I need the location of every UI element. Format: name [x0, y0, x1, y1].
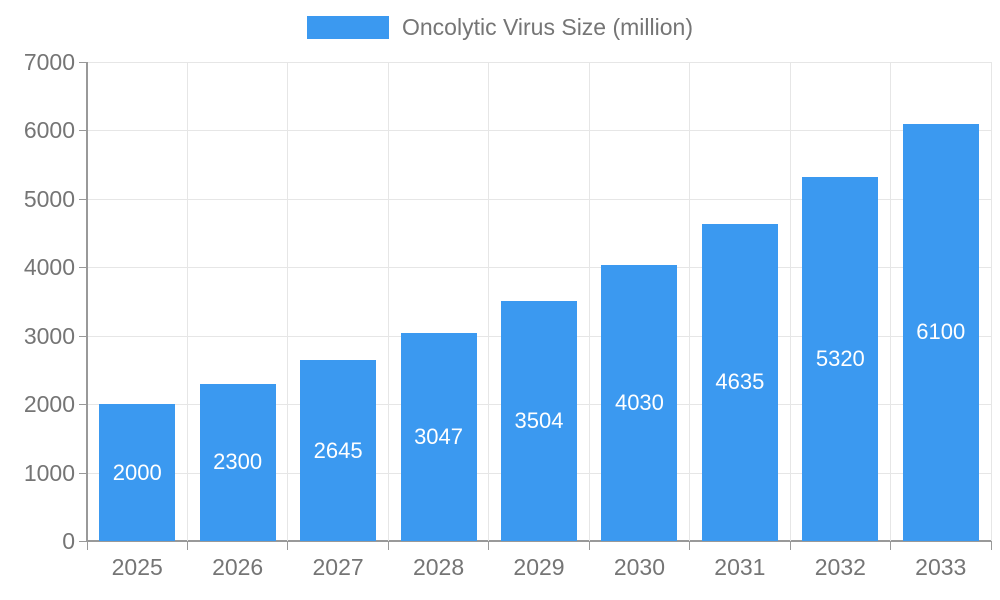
y-tick-label: 7000 [23, 49, 75, 75]
bar-value-label: 2300 [213, 449, 263, 475]
legend-swatch [307, 16, 389, 39]
y-axis-line [86, 62, 88, 541]
y-tick [79, 198, 87, 200]
x-tick-label: 2026 [212, 554, 264, 580]
y-tick-label: 1000 [23, 459, 75, 486]
x-tick-label: 2033 [915, 554, 967, 580]
x-tick-label: 2031 [714, 554, 766, 580]
y-tick-label: 4000 [23, 254, 75, 281]
v-gridline [789, 62, 791, 541]
bar-value-label: 4030 [614, 390, 664, 416]
x-tick-label: 2025 [111, 554, 163, 580]
bar-value-label: 2645 [313, 437, 363, 463]
bar[interactable]: 5320 [802, 176, 879, 541]
x-tick [186, 541, 188, 550]
x-tick-label: 2029 [513, 554, 565, 580]
x-tick-label: 2027 [312, 554, 364, 580]
x-tick-label: 2032 [814, 554, 866, 580]
y-tick-label: 6000 [23, 117, 75, 144]
bar-value-label: 3047 [414, 423, 464, 449]
bar[interactable]: 2300 [199, 383, 276, 541]
bar-value-label: 2000 [112, 459, 162, 485]
legend-label: Oncolytic Virus Size (million) [402, 14, 693, 40]
bar-value-label: 6100 [916, 319, 966, 345]
y-tick-label: 2000 [23, 391, 75, 418]
x-tick [287, 541, 289, 550]
y-tick [79, 267, 87, 269]
bar[interactable]: 4635 [701, 223, 778, 541]
x-tick [86, 541, 88, 550]
y-tick [79, 541, 87, 542]
y-tick [79, 130, 87, 132]
plot-area: 2000 2300 2645 3047 3504 4030 4635 5320 6100 [79, 62, 992, 550]
v-gridline [387, 62, 389, 541]
bar[interactable]: 2000 [99, 404, 176, 541]
y-tick-label: 0 [62, 528, 75, 554]
bar[interactable]: 4030 [601, 265, 678, 541]
bar-value-label: 3504 [514, 408, 564, 434]
bar[interactable]: 3504 [501, 301, 577, 541]
v-gridline [488, 62, 490, 541]
bar-value-label: 5320 [815, 345, 865, 371]
y-tick-label: 3000 [23, 322, 75, 349]
h-gridline [87, 62, 991, 63]
bar-value-label: 4635 [715, 369, 765, 395]
y-tick [79, 472, 87, 474]
y-tick [79, 335, 87, 337]
x-tick-label: 2028 [412, 554, 465, 580]
x-tick [890, 541, 892, 550]
bar[interactable]: 2645 [300, 360, 377, 541]
bar[interactable]: 6100 [902, 123, 979, 541]
x-tick [789, 541, 791, 550]
v-gridline [689, 62, 691, 541]
y-tick-label: 5000 [23, 185, 75, 212]
bar[interactable]: 3047 [400, 332, 477, 541]
v-gridline [186, 62, 188, 541]
v-gridline [588, 62, 590, 541]
h-gridline [87, 198, 991, 200]
x-tick-label: 2030 [613, 554, 666, 580]
legend[interactable]: Oncolytic Virus Size (million) [0, 16, 1000, 39]
h-gridline [87, 130, 991, 132]
x-tick [488, 541, 490, 550]
v-gridline [890, 62, 892, 541]
v-gridline [990, 62, 992, 541]
x-tick [689, 541, 691, 550]
x-tick [990, 541, 992, 550]
h-gridline [87, 267, 991, 269]
x-tick [387, 541, 389, 550]
y-tick [79, 62, 87, 63]
y-tick [79, 404, 87, 406]
x-axis-line [87, 540, 991, 542]
x-tick [588, 541, 590, 550]
v-gridline [287, 62, 289, 541]
